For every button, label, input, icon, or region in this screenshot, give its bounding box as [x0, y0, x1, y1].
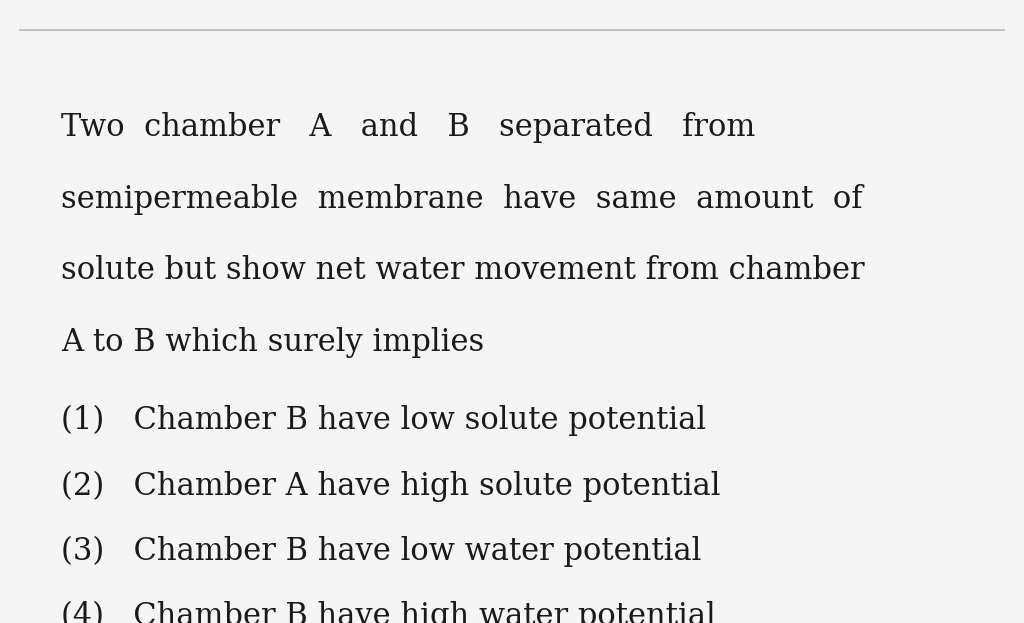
Text: (3)   Chamber B have low water potential: (3) Chamber B have low water potential — [61, 536, 701, 567]
Text: (1)   Chamber B have low solute potential: (1) Chamber B have low solute potential — [61, 405, 707, 436]
Text: (2)   Chamber A have high solute potential: (2) Chamber A have high solute potential — [61, 470, 721, 502]
Text: A to B which surely implies: A to B which surely implies — [61, 327, 484, 358]
Text: solute but show net water movement from chamber: solute but show net water movement from … — [61, 255, 865, 287]
Text: Two  chamber   A   and   B   separated   from: Two chamber A and B separated from — [61, 112, 756, 143]
Text: semipermeable  membrane  have  same  amount  of: semipermeable membrane have same amount … — [61, 184, 863, 215]
Text: (4)   Chamber B have high water potential: (4) Chamber B have high water potential — [61, 601, 716, 623]
